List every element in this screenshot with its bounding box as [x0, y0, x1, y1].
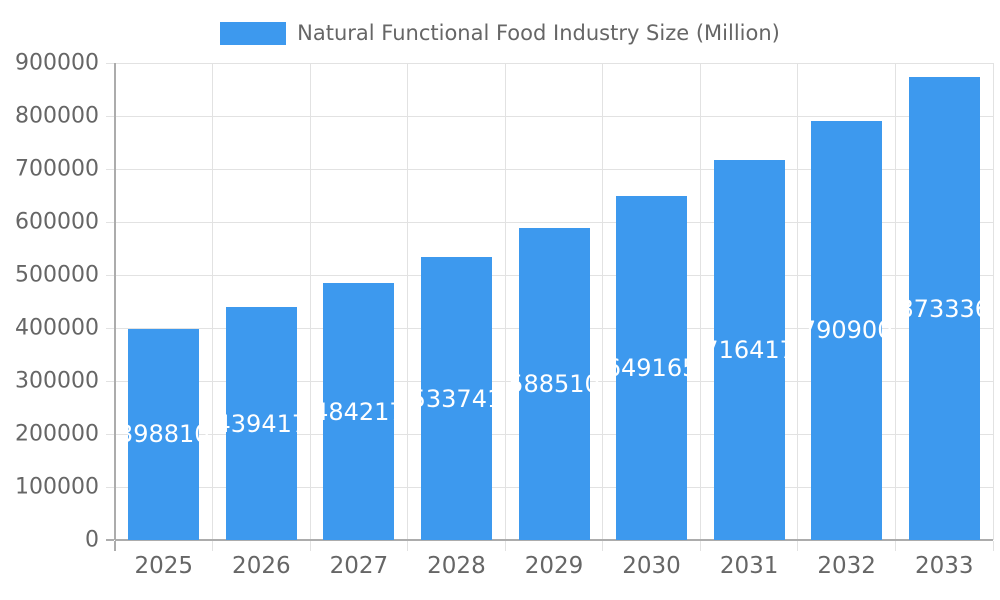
x-tick-label: 2031 [719, 553, 779, 579]
bar[interactable] [420, 257, 492, 540]
gridline-v [504, 63, 506, 540]
gridline-v [212, 63, 214, 540]
y-axis-tick [106, 539, 114, 541]
x-axis-tick [309, 541, 311, 551]
y-axis-tick [106, 168, 114, 170]
y-axis-tick [106, 380, 114, 382]
gridline-v [699, 63, 701, 540]
bar-value-label: 649165 [605, 353, 698, 382]
bar-value-label: 873336 [898, 294, 991, 323]
gridline-v [602, 63, 604, 540]
bar[interactable] [225, 307, 297, 540]
x-axis-tick [992, 541, 994, 551]
y-axis-tick [106, 274, 114, 276]
bar[interactable] [518, 228, 590, 540]
legend-label: Natural Functional Food Industry Size (M… [297, 21, 780, 45]
y-tick-label: 500000 [15, 262, 99, 288]
gridline-v [309, 63, 311, 540]
x-tick-label: 2025 [134, 553, 194, 579]
bar[interactable] [713, 160, 785, 540]
y-axis-tick [106, 486, 114, 488]
x-axis-tick [602, 541, 604, 551]
y-tick-label: 600000 [15, 209, 99, 235]
bar-value-label: 716417 [703, 336, 795, 365]
x-axis-tick [114, 541, 116, 551]
x-tick-label: 2027 [329, 553, 389, 579]
y-tick-label: 700000 [15, 156, 99, 182]
y-tick-label: 300000 [15, 368, 99, 394]
bar-value-label: 484217 [313, 397, 405, 426]
bar-value-label: 588510 [508, 370, 600, 399]
bar-value-label: 398810 [117, 420, 210, 449]
x-axis-tick [894, 541, 896, 551]
legend-item[interactable]: Natural Functional Food Industry Size (M… [220, 21, 780, 45]
gridline-h [115, 62, 993, 64]
y-tick-label: 0 [85, 527, 99, 553]
bar-value-label: 439417 [215, 409, 308, 438]
gridline-h [115, 221, 993, 223]
y-tick-label: 900000 [15, 50, 99, 76]
x-axis-tick [407, 541, 409, 551]
x-tick-label: 2029 [524, 553, 584, 579]
y-tick-label: 100000 [15, 474, 99, 500]
gridline-v [407, 63, 409, 540]
bar-value-label: 790900 [800, 316, 893, 345]
x-tick-label: 2033 [914, 553, 974, 579]
y-axis-tick [106, 433, 114, 435]
gridline-v [992, 63, 994, 540]
y-tick-label: 800000 [15, 103, 99, 129]
y-axis-tick [106, 221, 114, 223]
y-tick-label: 200000 [15, 421, 99, 447]
bar[interactable] [128, 328, 200, 540]
y-axis-tick [106, 62, 114, 64]
y-axis-tick [106, 115, 114, 117]
plot-area: 0 100000 200000 300000 400000 500000 600000 700… [15, 51, 994, 579]
x-tick-label: 2028 [427, 553, 486, 579]
gridline-h [115, 168, 993, 170]
x-axis-line [115, 539, 993, 541]
bar[interactable] [616, 195, 688, 540]
bar[interactable] [908, 77, 980, 540]
bar[interactable] [811, 120, 883, 540]
x-axis-tick [797, 541, 799, 551]
bar-value-label: 533741 [410, 384, 503, 413]
y-axis-line [114, 63, 116, 540]
y-axis-tick [106, 327, 114, 329]
bar[interactable] [323, 283, 395, 540]
x-axis-tick [504, 541, 506, 551]
legend: Natural Functional Food Industry Size (M… [0, 10, 1000, 56]
x-tick-label: 2026 [232, 553, 291, 579]
gridline-h [115, 115, 993, 117]
legend-swatch-icon [220, 21, 287, 45]
gridline-v [797, 63, 799, 540]
x-axis-tick [212, 541, 214, 551]
x-tick-label: 2032 [817, 553, 876, 579]
gridline-v [894, 63, 896, 540]
y-tick-label: 400000 [15, 315, 99, 341]
x-axis-tick [699, 541, 701, 551]
x-tick-label: 2030 [622, 553, 681, 579]
